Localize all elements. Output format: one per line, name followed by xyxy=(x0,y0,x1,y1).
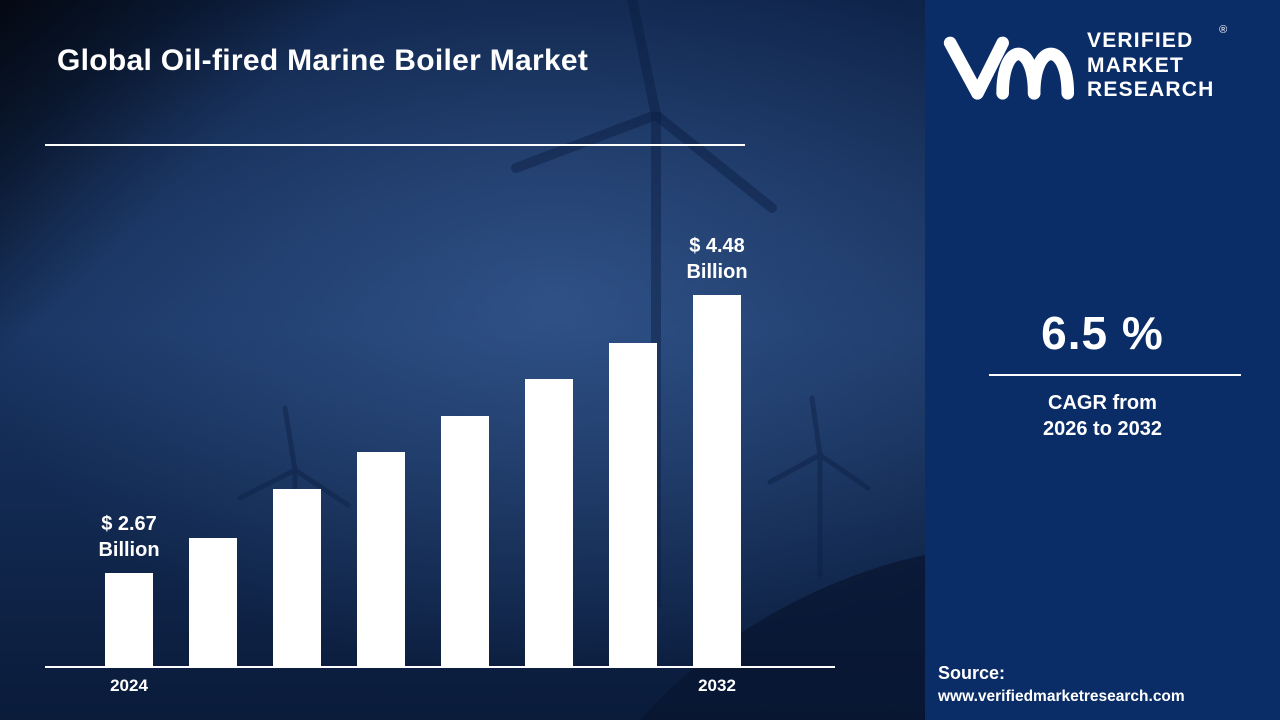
bar xyxy=(189,538,237,666)
source-label: Source: xyxy=(938,663,1006,683)
cagr-label-line1: CAGR from xyxy=(1048,392,1157,414)
bar xyxy=(105,573,153,666)
cagr-label-line2: 2026 to 2032 xyxy=(1043,418,1162,441)
registered-trademark-symbol: ® xyxy=(1219,24,1229,37)
bar xyxy=(525,379,573,666)
info-panel: VERIFIED MARKET RESEARCH ® 6.5 % CAGR fr… xyxy=(925,0,1280,720)
cagr-divider xyxy=(989,374,1241,376)
source-block: Source: www.verifiedmarketresearch.com xyxy=(938,663,1272,706)
bar xyxy=(357,452,405,666)
source-url-link[interactable]: www.verifiedmarketresearch.com xyxy=(938,688,1185,705)
bar-value-label: $ 2.67 Billion xyxy=(98,513,160,561)
wind-turbines-background-image xyxy=(237,0,925,720)
bar-value-label: $ 4.48 Billion xyxy=(686,235,748,283)
x-tick-label: 2032 xyxy=(698,676,736,695)
cagr-value: 6.5 % xyxy=(1041,307,1164,359)
cagr-label: CAGR from 2026 to 2032 xyxy=(925,390,1280,443)
x-tick-label: 2024 xyxy=(110,676,148,695)
chart-panel: Global Oil-fired Marine Boiler Market 20… xyxy=(0,0,925,720)
x-axis-line xyxy=(45,666,835,668)
brand-header: VERIFIED MARKET RESEARCH ® xyxy=(939,24,1272,108)
brand-line-market: MARKET xyxy=(1087,53,1185,77)
bar xyxy=(609,343,657,666)
bar xyxy=(441,416,489,666)
bar xyxy=(273,489,321,666)
vmr-logo-icon xyxy=(943,36,1075,100)
brand-line-verified: VERIFIED xyxy=(1087,29,1194,53)
brand-name: VERIFIED MARKET RESEARCH ® xyxy=(1087,24,1228,102)
page-title: Global Oil-fired Marine Boiler Market xyxy=(57,44,589,77)
title-underline xyxy=(45,144,745,146)
bar-chart: 2024 2032 $ 2.67 Billion $ 4.48 Billion xyxy=(45,198,835,695)
bar xyxy=(693,295,741,666)
brand-line-research: RESEARCH xyxy=(1087,78,1215,102)
